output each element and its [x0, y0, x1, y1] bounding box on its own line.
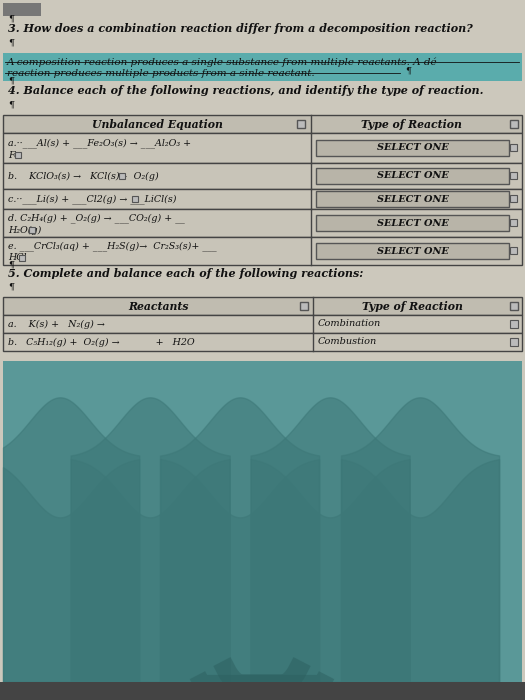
- Text: SELECT ONE: SELECT ONE: [376, 144, 448, 153]
- FancyBboxPatch shape: [316, 243, 509, 259]
- Bar: [510, 302, 518, 310]
- Text: ¶: ¶: [8, 261, 14, 270]
- Bar: [3, 163, 522, 189]
- Text: SELECT ONE: SELECT ONE: [376, 195, 448, 204]
- FancyBboxPatch shape: [316, 215, 509, 231]
- Bar: [3, 333, 522, 351]
- Text: Type of Reaction: Type of Reaction: [362, 300, 463, 312]
- Bar: [510, 144, 517, 151]
- Text: c.··___Li(s) + ___Cl2(g) → ___LiCl(s): c.··___Li(s) + ___Cl2(g) → ___LiCl(s): [8, 194, 176, 204]
- Text: ¶: ¶: [8, 77, 14, 86]
- Bar: [3, 3, 41, 16]
- FancyBboxPatch shape: [316, 140, 509, 156]
- Bar: [3, 297, 522, 315]
- Text: Fe: Fe: [8, 150, 20, 160]
- Bar: [3, 209, 522, 237]
- Text: A composition reaction produces a single substance from multiple reactants. A dé: A composition reaction produces a single…: [7, 57, 438, 66]
- Bar: [132, 196, 138, 202]
- Text: Reactants: Reactants: [128, 300, 188, 312]
- Text: a.    K(s) +   N₂(g) →: a. K(s) + N₂(g) →: [8, 319, 105, 328]
- Bar: [3, 315, 522, 333]
- Bar: [297, 120, 305, 128]
- Bar: [0, 682, 525, 700]
- Text: ¶: ¶: [8, 38, 14, 47]
- Bar: [3, 361, 522, 682]
- Text: 3. How does a combination reaction differ from a decomposition reaction?: 3. How does a combination reaction diffe…: [8, 23, 472, 34]
- Bar: [510, 172, 517, 179]
- Text: e. ___CrCl₃(aq) + ___H₂S(g)→  Cr₂S₃(s)+ ___: e. ___CrCl₃(aq) + ___H₂S(g)→ Cr₂S₃(s)+ _…: [8, 241, 217, 251]
- Text: ¶: ¶: [8, 100, 14, 109]
- Bar: [510, 120, 518, 128]
- Bar: [510, 219, 517, 226]
- Bar: [510, 320, 518, 328]
- Bar: [510, 338, 518, 346]
- FancyBboxPatch shape: [316, 191, 509, 207]
- Text: a.··___Al(s) + ___Fe₂O₃(s) → ___Al₂O₃ +: a.··___Al(s) + ___Fe₂O₃(s) → ___Al₂O₃ +: [8, 138, 191, 148]
- Text: ¶: ¶: [8, 282, 14, 291]
- Text: 5. Complete and balance each of the following reactions:: 5. Complete and balance each of the foll…: [8, 268, 363, 279]
- Bar: [3, 237, 522, 265]
- Text: Combination: Combination: [318, 319, 381, 328]
- Bar: [3, 115, 522, 133]
- Bar: [15, 152, 21, 158]
- Bar: [3, 53, 522, 81]
- Text: Unbalanced Equation: Unbalanced Equation: [91, 118, 223, 130]
- Bar: [119, 173, 125, 179]
- Text: d. C₂H₄(g) + _O₂(g) → ___CO₂(g) + __: d. C₂H₄(g) + _O₂(g) → ___CO₂(g) + __: [8, 213, 185, 223]
- Text: 4. Balance each of the following reactions, and identify the type of reaction.: 4. Balance each of the following reactio…: [8, 85, 484, 96]
- Bar: [300, 302, 308, 310]
- Bar: [29, 227, 35, 233]
- Bar: [18, 255, 25, 261]
- Text: SELECT ONE: SELECT ONE: [376, 218, 448, 228]
- Bar: [510, 195, 517, 202]
- Text: HCl: HCl: [8, 253, 26, 262]
- Text: reaction produces multiple products from a sinle reactant.: reaction produces multiple products from…: [7, 69, 314, 78]
- Text: Combustion: Combustion: [318, 337, 377, 346]
- Text: SELECT ONE: SELECT ONE: [376, 246, 448, 256]
- Text: b.    KClO₃(s) →   KCl(s)+  O₂(g): b. KClO₃(s) → KCl(s)+ O₂(g): [8, 172, 159, 181]
- Bar: [3, 189, 522, 209]
- Text: ¶: ¶: [405, 66, 411, 75]
- Text: ¶: ¶: [8, 15, 14, 24]
- Text: H₂O(g): H₂O(g): [8, 225, 41, 234]
- Bar: [3, 133, 522, 163]
- Text: Type of Reaction: Type of Reaction: [361, 118, 462, 130]
- FancyBboxPatch shape: [316, 168, 509, 184]
- Text: SELECT ONE: SELECT ONE: [376, 172, 448, 181]
- Bar: [510, 247, 517, 254]
- Text: b.   C₅H₁₂(g) +  O₂(g) →            +   H2O: b. C₅H₁₂(g) + O₂(g) → + H2O: [8, 337, 195, 346]
